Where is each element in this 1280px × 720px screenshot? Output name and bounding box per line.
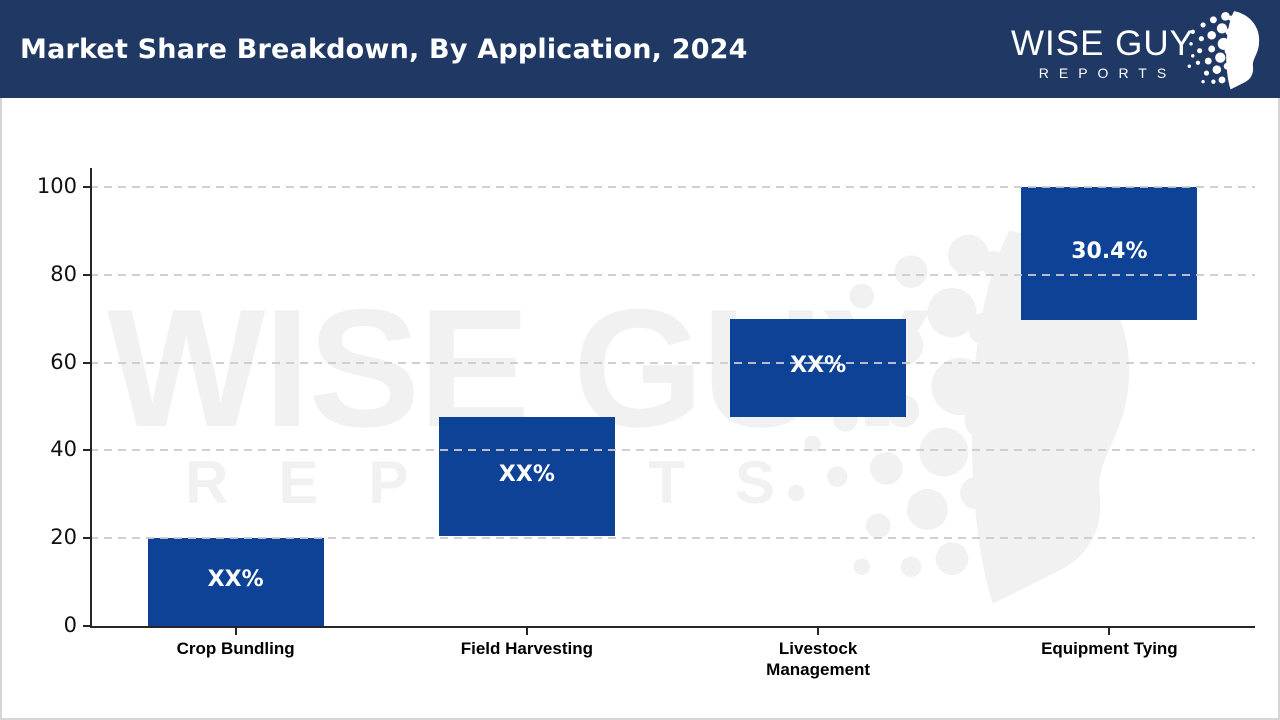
x-tick-mark bbox=[234, 628, 237, 635]
y-tick-label: 60 bbox=[50, 349, 77, 374]
bar-value-label: XX% bbox=[790, 353, 847, 379]
y-tick-label: 80 bbox=[50, 261, 77, 286]
bar-value-label: 30.4% bbox=[1071, 238, 1148, 264]
bar-value-label: XX% bbox=[498, 461, 555, 487]
x-category-label: Field Harvesting bbox=[460, 639, 593, 658]
x-category-label: Crop Bundling bbox=[176, 639, 295, 658]
y-tick-mark bbox=[83, 361, 90, 364]
x-tick-mark bbox=[1108, 628, 1111, 635]
y-tick-mark bbox=[83, 186, 90, 188]
x-tick-mark bbox=[525, 628, 528, 635]
head-dots-icon bbox=[1178, 6, 1266, 92]
y-tick-mark bbox=[83, 537, 90, 540]
y-tick-mark bbox=[83, 625, 90, 627]
gridline bbox=[90, 186, 1255, 188]
gridline bbox=[90, 449, 1255, 452]
bar bbox=[438, 417, 615, 536]
x-category-label: Equipment Tying bbox=[1041, 639, 1178, 658]
x-category-label: Livestock Management bbox=[766, 639, 871, 680]
y-tick-mark bbox=[83, 449, 90, 452]
brand-wordmark: WISE GUY REPORTS bbox=[1011, 24, 1194, 81]
y-tick-label: 0 bbox=[63, 613, 77, 637]
x-axis-line bbox=[90, 626, 1255, 628]
y-tick-label: 100 bbox=[36, 174, 77, 198]
header-bar: Market Share Breakdown, By Application, … bbox=[0, 0, 1280, 98]
y-tick-label: 20 bbox=[50, 525, 77, 550]
brand-subname: REPORTS bbox=[1038, 64, 1177, 81]
bar bbox=[147, 538, 324, 626]
brand-name: WISE GUY bbox=[1010, 23, 1194, 63]
gridline bbox=[90, 273, 1255, 276]
gridline bbox=[90, 537, 1255, 540]
bar-value-label: XX% bbox=[207, 567, 264, 593]
chart-title: Market Share Breakdown, By Application, … bbox=[20, 33, 748, 65]
y-axis-line bbox=[90, 168, 92, 628]
x-tick-mark bbox=[817, 628, 820, 635]
y-tick-label: 40 bbox=[50, 437, 77, 462]
brand-logo: WISE GUY REPORTS bbox=[1011, 6, 1266, 92]
gridline bbox=[90, 361, 1255, 364]
y-tick-mark bbox=[83, 273, 90, 276]
